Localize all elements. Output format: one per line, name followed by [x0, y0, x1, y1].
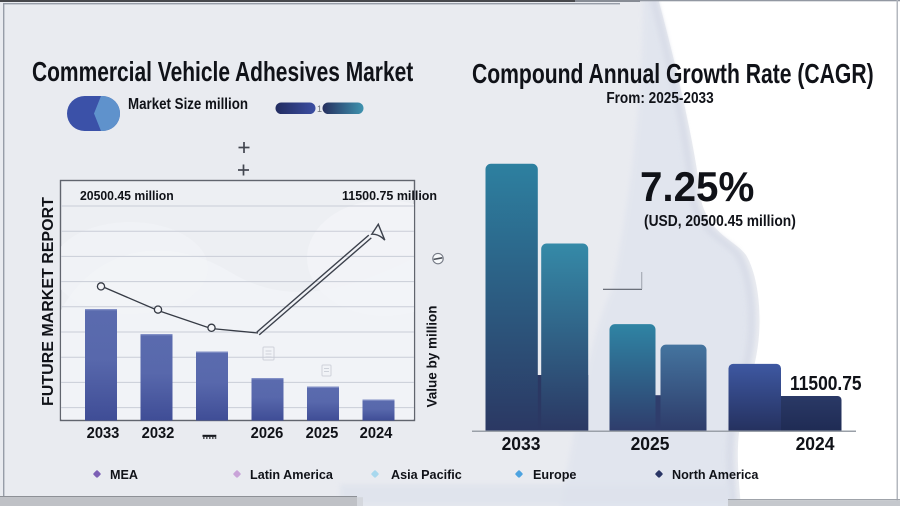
svg-text:1: 1 — [317, 104, 322, 114]
